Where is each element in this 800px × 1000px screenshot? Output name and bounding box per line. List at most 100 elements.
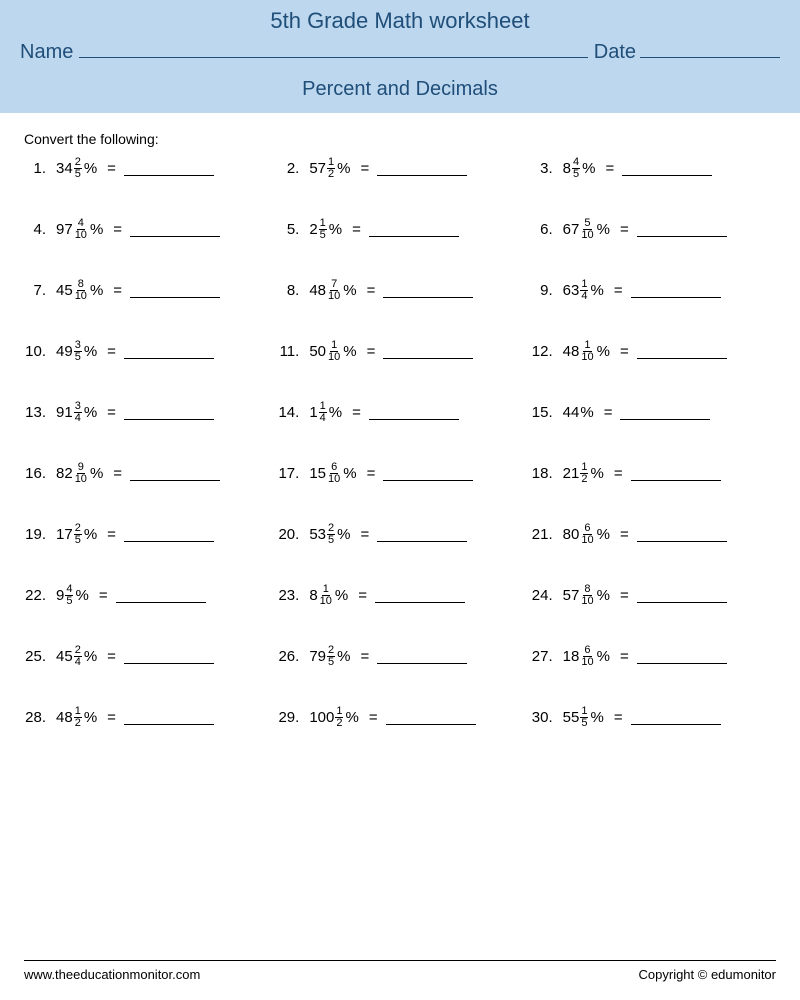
fraction: 15 xyxy=(580,706,588,729)
answer-blank[interactable] xyxy=(124,162,214,176)
equals-sign: = xyxy=(620,221,629,238)
answer-blank[interactable] xyxy=(124,406,214,420)
answer-blank[interactable] xyxy=(116,589,206,603)
expression: 48710% xyxy=(309,279,356,302)
answer-blank[interactable] xyxy=(383,467,473,481)
expression: 50110% xyxy=(309,340,356,363)
percent-sign: % xyxy=(84,709,97,726)
equals-sign: = xyxy=(107,648,116,665)
date-blank[interactable] xyxy=(640,38,780,58)
problem-number: 27. xyxy=(527,648,553,665)
answer-blank[interactable] xyxy=(386,711,476,725)
problem-row: 7.45810%=8.48710%=9.6314%= xyxy=(20,279,780,302)
answer-blank[interactable] xyxy=(631,467,721,481)
percent-sign: % xyxy=(335,587,348,604)
whole-part: 18 xyxy=(563,648,580,665)
problem-number: 1. xyxy=(20,160,46,177)
fraction: 110 xyxy=(319,584,333,607)
answer-blank[interactable] xyxy=(124,711,214,725)
percent-sign: % xyxy=(337,648,350,665)
answer-blank[interactable] xyxy=(130,284,220,298)
problem-number: 24. xyxy=(527,587,553,604)
problem: 18.2112%= xyxy=(527,462,780,485)
problem-row: 1.3425%=2.5712%=3.845%= xyxy=(20,157,780,180)
equals-sign: = xyxy=(604,404,613,421)
answer-blank[interactable] xyxy=(631,284,721,298)
equals-sign: = xyxy=(107,160,116,177)
fraction: 25 xyxy=(327,523,335,546)
answer-blank[interactable] xyxy=(637,223,727,237)
problem: 12.48110%= xyxy=(527,340,780,363)
answer-blank[interactable] xyxy=(383,345,473,359)
expression: 5515% xyxy=(563,706,604,729)
answer-blank[interactable] xyxy=(377,528,467,542)
equals-sign: = xyxy=(367,343,376,360)
problem: 3.845%= xyxy=(527,157,780,180)
answer-blank[interactable] xyxy=(124,528,214,542)
expression: 945% xyxy=(56,584,89,607)
fraction: 14 xyxy=(319,401,327,424)
instruction-text: Convert the following: xyxy=(24,131,800,147)
answer-blank[interactable] xyxy=(631,711,721,725)
answer-blank[interactable] xyxy=(130,467,220,481)
answer-blank[interactable] xyxy=(637,345,727,359)
equals-sign: = xyxy=(99,587,108,604)
problem-number: 26. xyxy=(273,648,299,665)
expression: 4935% xyxy=(56,340,97,363)
name-blank[interactable] xyxy=(79,38,587,58)
answer-blank[interactable] xyxy=(124,345,214,359)
equals-sign: = xyxy=(614,465,623,482)
equals-sign: = xyxy=(367,465,376,482)
expression: 48110% xyxy=(563,340,610,363)
problem: 23.8110%= xyxy=(273,584,526,607)
fraction: 12 xyxy=(74,706,82,729)
whole-part: 48 xyxy=(309,282,326,299)
answer-blank[interactable] xyxy=(620,406,710,420)
answer-blank[interactable] xyxy=(130,223,220,237)
whole-part: 63 xyxy=(563,282,580,299)
expression: 845% xyxy=(563,157,596,180)
problem-number: 23. xyxy=(273,587,299,604)
problem-number: 6. xyxy=(527,221,553,238)
whole-part: 9 xyxy=(56,587,64,604)
fraction: 12 xyxy=(580,462,588,485)
whole-part: 8 xyxy=(563,160,571,177)
answer-blank[interactable] xyxy=(369,223,459,237)
expression: 7925% xyxy=(309,645,350,668)
equals-sign: = xyxy=(360,160,369,177)
fraction: 710 xyxy=(327,279,341,302)
answer-blank[interactable] xyxy=(383,284,473,298)
whole-part: 17 xyxy=(56,526,73,543)
equals-sign: = xyxy=(369,709,378,726)
answer-blank[interactable] xyxy=(622,162,712,176)
answer-blank[interactable] xyxy=(637,650,727,664)
answer-blank[interactable] xyxy=(375,589,465,603)
problem-number: 17. xyxy=(273,465,299,482)
answer-blank[interactable] xyxy=(377,650,467,664)
answer-blank[interactable] xyxy=(124,650,214,664)
equals-sign: = xyxy=(113,221,122,238)
problem: 5.215%= xyxy=(273,218,526,241)
answer-blank[interactable] xyxy=(369,406,459,420)
expression: 80610% xyxy=(563,523,610,546)
problem: 9.6314%= xyxy=(527,279,780,302)
answer-blank[interactable] xyxy=(377,162,467,176)
fraction: 610 xyxy=(580,523,594,546)
problem: 4.97410%= xyxy=(20,218,273,241)
fraction: 24 xyxy=(74,645,82,668)
fraction: 810 xyxy=(580,584,594,607)
equals-sign: = xyxy=(360,526,369,543)
expression: 18610% xyxy=(563,645,610,668)
fraction: 110 xyxy=(327,340,341,363)
expression: 215% xyxy=(309,218,342,241)
answer-blank[interactable] xyxy=(637,528,727,542)
percent-sign: % xyxy=(329,221,342,238)
whole-part: 79 xyxy=(309,648,326,665)
whole-part: 45 xyxy=(56,282,73,299)
percent-sign: % xyxy=(590,282,603,299)
whole-part: 15 xyxy=(309,465,326,482)
fraction: 25 xyxy=(74,523,82,546)
whole-part: 57 xyxy=(563,587,580,604)
answer-blank[interactable] xyxy=(637,589,727,603)
whole-part: 100 xyxy=(309,709,334,726)
